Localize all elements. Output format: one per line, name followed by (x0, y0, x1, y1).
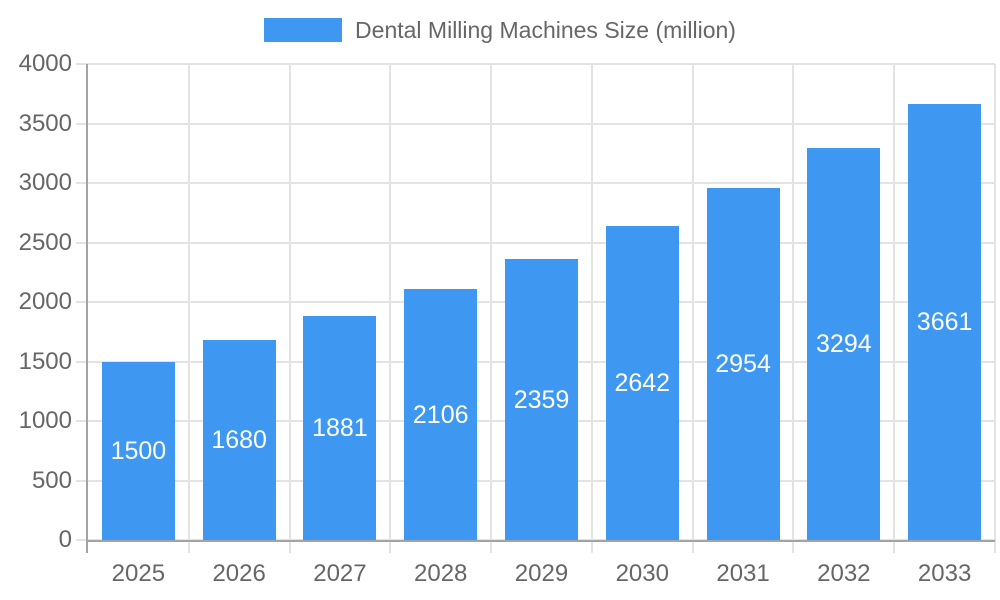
x-axis-tick-label-2028: 2028 (414, 560, 468, 587)
bar-2028[interactable] (404, 289, 478, 540)
x-axis-tick (893, 540, 896, 553)
x-axis-tick (792, 540, 795, 553)
x-axis-tick (994, 540, 996, 553)
gridline-horizontal (88, 182, 995, 184)
x-axis-tick-label-2030: 2030 (615, 560, 669, 587)
y-axis-tick (76, 301, 88, 303)
legend-item[interactable]: Dental Milling Machines Size (million) (0, 17, 1000, 43)
bar-2025[interactable] (101, 361, 175, 540)
y-axis-tick-label: 1500 (18, 347, 72, 375)
bar-value-label-2025: 1500 (110, 436, 167, 465)
bar-value-label-2030: 2642 (614, 368, 671, 397)
x-axis-tick-label-2025: 2025 (111, 560, 166, 587)
y-axis-tick (76, 122, 88, 125)
y-axis-tick-label: 1000 (18, 407, 72, 434)
y-axis-tick (76, 420, 88, 422)
gridline-vertical (792, 64, 795, 540)
gridline-vertical (389, 64, 392, 540)
y-axis-tick (76, 241, 88, 244)
x-axis-tick (590, 540, 593, 553)
bar-value-label-2033: 3661 (916, 308, 973, 337)
y-axis-tick (76, 360, 88, 363)
gridline-horizontal (88, 241, 995, 244)
bar-2030[interactable] (605, 225, 679, 540)
gridline-vertical (187, 64, 190, 540)
x-axis-tick (490, 540, 493, 553)
gridline-vertical (590, 64, 593, 540)
y-axis-tick-label: 0 (58, 526, 72, 553)
gridline-horizontal (88, 122, 995, 125)
x-axis-line (86, 540, 995, 542)
gridline-vertical (288, 64, 291, 540)
y-axis-tick-label: 2000 (18, 288, 72, 315)
gridline-vertical (893, 64, 896, 540)
x-axis-tick (187, 540, 190, 553)
y-axis-tick (76, 63, 88, 65)
bar-value-label-2031: 2954 (715, 350, 771, 379)
bar-2029[interactable] (505, 259, 578, 540)
y-axis-tick-label: 4000 (18, 50, 72, 77)
y-axis-tick-label: 500 (31, 466, 72, 494)
x-axis-tick (389, 540, 392, 553)
gridline-horizontal (88, 63, 995, 65)
bar-2026[interactable] (202, 340, 276, 540)
x-axis-tick-label-2033: 2033 (917, 560, 972, 587)
bar-value-label-2027: 1881 (312, 414, 368, 443)
bar-2031[interactable] (706, 188, 780, 540)
legend-label: Dental Milling Machines Size (million) (355, 16, 736, 43)
bar-2027[interactable] (303, 316, 377, 540)
y-axis-line (86, 64, 88, 553)
y-axis-tick (76, 539, 88, 541)
y-axis-tick-label: 2500 (18, 228, 72, 256)
x-axis-tick-label-2029: 2029 (514, 560, 569, 587)
x-axis-tick-label-2032: 2032 (817, 560, 871, 587)
y-axis-tick (76, 479, 88, 482)
legend-color-swatch (264, 18, 343, 42)
x-axis-tick-label-2031: 2031 (716, 560, 770, 587)
x-axis-tick-label-2027: 2027 (313, 560, 367, 587)
bar-value-label-2029: 2359 (513, 385, 570, 414)
bar-2032[interactable] (807, 148, 881, 540)
y-axis-tick (76, 182, 88, 184)
gridline-vertical (490, 64, 493, 540)
x-axis-tick-label-2026: 2026 (212, 560, 266, 587)
gridline-vertical (691, 64, 694, 540)
gridline-vertical (994, 64, 996, 540)
y-axis-tick-label: 3500 (18, 109, 72, 137)
bar-value-label-2032: 3294 (816, 330, 872, 358)
x-axis-tick (288, 540, 291, 553)
bar-value-label-2028: 2106 (412, 400, 469, 429)
bar-value-label-2026: 1680 (211, 426, 267, 455)
y-axis-tick-label: 3000 (18, 169, 72, 196)
x-axis-tick (691, 540, 694, 553)
bar-2033[interactable] (908, 104, 982, 540)
